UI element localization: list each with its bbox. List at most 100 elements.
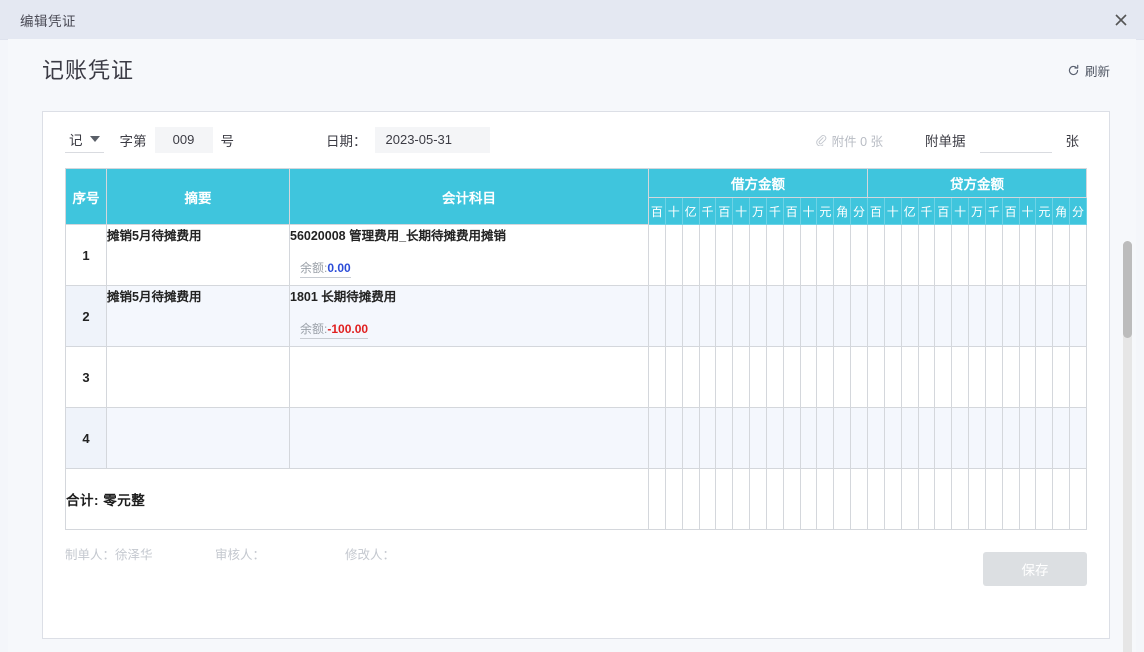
row-abstract[interactable]: 摊销5月待摊费用 bbox=[106, 285, 290, 347]
amount-cell-debit-10[interactable] bbox=[816, 407, 835, 469]
table-row[interactable]: 3 bbox=[65, 346, 1087, 408]
amount-cell-credit-5[interactable] bbox=[951, 224, 970, 286]
amount-cell-debit-2[interactable] bbox=[681, 407, 700, 469]
amount-cell-credit-2[interactable] bbox=[900, 346, 919, 408]
amount-cell-credit-9[interactable] bbox=[1018, 346, 1037, 408]
amount-cell-credit-3[interactable] bbox=[917, 407, 936, 469]
amount-cell-debit-4[interactable] bbox=[715, 407, 734, 469]
amount-cell-debit-6[interactable] bbox=[749, 285, 767, 347]
amount-cell-debit-8[interactable] bbox=[782, 285, 801, 347]
amount-cell-credit-1[interactable] bbox=[883, 407, 902, 469]
amount-cell-credit-9[interactable] bbox=[1018, 224, 1037, 286]
amount-cell-credit-1[interactable] bbox=[883, 346, 902, 408]
amount-cell-credit-11[interactable] bbox=[1052, 224, 1071, 286]
amount-cell-debit-11[interactable] bbox=[833, 224, 852, 286]
amount-cell-credit-12[interactable] bbox=[1069, 407, 1087, 469]
amount-cell-credit-2[interactable] bbox=[900, 285, 919, 347]
amount-cell-debit-5[interactable] bbox=[732, 407, 751, 469]
amount-cell-debit-0[interactable] bbox=[648, 224, 666, 286]
amount-cell-debit-0[interactable] bbox=[648, 407, 666, 469]
amount-cell-debit-4[interactable] bbox=[715, 346, 734, 408]
amount-cell-debit-0[interactable] bbox=[648, 346, 666, 408]
amount-cell-debit-11[interactable] bbox=[833, 346, 852, 408]
amount-cell-credit-7[interactable] bbox=[984, 407, 1003, 469]
amount-cell-debit-6[interactable] bbox=[749, 407, 767, 469]
amount-cell-credit-4[interactable] bbox=[934, 407, 953, 469]
amount-cell-debit-1[interactable] bbox=[664, 285, 683, 347]
amount-cell-credit-8[interactable] bbox=[1001, 407, 1020, 469]
amount-cell-debit-3[interactable] bbox=[698, 346, 717, 408]
table-row[interactable]: 2 摊销5月待摊费用 1801 长期待摊费用 余额:-100.00 bbox=[65, 285, 1087, 347]
save-button[interactable]: 保存 bbox=[983, 552, 1087, 586]
close-icon[interactable] bbox=[1112, 11, 1130, 29]
table-row[interactable]: 1 摊销5月待摊费用 56020008 管理费用_长期待摊费用摊销 余额:0.00 bbox=[65, 224, 1087, 286]
amount-cell-debit-3[interactable] bbox=[698, 285, 717, 347]
amount-cell-debit-0[interactable] bbox=[648, 285, 666, 347]
amount-cell-credit-1[interactable] bbox=[883, 224, 902, 286]
amount-cell-debit-4[interactable] bbox=[715, 285, 734, 347]
amount-cell-credit-0[interactable] bbox=[866, 407, 885, 469]
amount-cell-debit-8[interactable] bbox=[782, 224, 801, 286]
amount-cell-debit-3[interactable] bbox=[698, 224, 717, 286]
amount-cell-credit-8[interactable] bbox=[1001, 285, 1020, 347]
amount-cell-credit-6[interactable] bbox=[968, 346, 986, 408]
amount-cell-debit-12[interactable] bbox=[850, 346, 868, 408]
amount-cell-credit-0[interactable] bbox=[866, 346, 885, 408]
amount-cell-debit-2[interactable] bbox=[681, 285, 700, 347]
amount-cell-debit-8[interactable] bbox=[782, 346, 801, 408]
amount-cell-credit-8[interactable] bbox=[1001, 224, 1020, 286]
amount-cell-credit-5[interactable] bbox=[951, 285, 970, 347]
amount-cell-debit-10[interactable] bbox=[816, 285, 835, 347]
amount-cell-credit-11[interactable] bbox=[1052, 285, 1071, 347]
amount-cell-debit-1[interactable] bbox=[664, 346, 683, 408]
amount-cell-debit-1[interactable] bbox=[664, 407, 683, 469]
row-abstract[interactable] bbox=[106, 407, 290, 469]
amount-cell-debit-6[interactable] bbox=[749, 224, 767, 286]
amount-cell-debit-9[interactable] bbox=[799, 285, 818, 347]
row-abstract[interactable]: 摊销5月待摊费用 bbox=[106, 224, 290, 286]
amount-cell-credit-3[interactable] bbox=[917, 285, 936, 347]
amount-cell-debit-5[interactable] bbox=[732, 285, 751, 347]
amount-cell-credit-7[interactable] bbox=[984, 346, 1003, 408]
amount-cell-debit-7[interactable] bbox=[765, 346, 784, 408]
amount-cell-debit-2[interactable] bbox=[681, 346, 700, 408]
amount-cell-credit-11[interactable] bbox=[1052, 346, 1071, 408]
amount-cell-credit-0[interactable] bbox=[866, 224, 885, 286]
amount-cell-credit-2[interactable] bbox=[900, 224, 919, 286]
amount-cell-credit-0[interactable] bbox=[866, 285, 885, 347]
amount-cell-debit-8[interactable] bbox=[782, 407, 801, 469]
amount-cell-debit-7[interactable] bbox=[765, 285, 784, 347]
amount-cell-credit-12[interactable] bbox=[1069, 224, 1087, 286]
page-scrollbar-track[interactable] bbox=[1123, 39, 1134, 652]
amount-cell-debit-3[interactable] bbox=[698, 407, 717, 469]
amount-cell-credit-11[interactable] bbox=[1052, 407, 1071, 469]
amount-cell-credit-7[interactable] bbox=[984, 224, 1003, 286]
attachment-info[interactable]: 附件 0 张 bbox=[815, 131, 883, 150]
amount-cell-credit-2[interactable] bbox=[900, 407, 919, 469]
amount-cell-debit-9[interactable] bbox=[799, 407, 818, 469]
row-abstract[interactable] bbox=[106, 346, 290, 408]
amount-cell-credit-9[interactable] bbox=[1018, 407, 1037, 469]
amount-cell-credit-4[interactable] bbox=[934, 285, 953, 347]
page-scrollbar-rail[interactable] bbox=[1123, 241, 1132, 652]
amount-cell-debit-9[interactable] bbox=[799, 224, 818, 286]
amount-cell-credit-6[interactable] bbox=[968, 285, 986, 347]
amount-cell-credit-5[interactable] bbox=[951, 407, 970, 469]
amount-cell-credit-10[interactable] bbox=[1035, 346, 1054, 408]
voucher-number-input[interactable] bbox=[154, 127, 213, 153]
row-subject-cell[interactable] bbox=[289, 407, 649, 469]
amount-cell-credit-8[interactable] bbox=[1001, 346, 1020, 408]
amount-cell-credit-7[interactable] bbox=[984, 285, 1003, 347]
amount-cell-credit-4[interactable] bbox=[934, 346, 953, 408]
amount-cell-debit-4[interactable] bbox=[715, 224, 734, 286]
amount-cell-debit-12[interactable] bbox=[850, 224, 868, 286]
amount-cell-debit-9[interactable] bbox=[799, 346, 818, 408]
amount-cell-credit-10[interactable] bbox=[1035, 285, 1054, 347]
row-subject-cell[interactable]: 1801 长期待摊费用 余额:-100.00 bbox=[289, 285, 649, 347]
amount-cell-debit-10[interactable] bbox=[816, 224, 835, 286]
amount-cell-debit-1[interactable] bbox=[664, 224, 683, 286]
amount-cell-debit-6[interactable] bbox=[749, 346, 767, 408]
amount-cell-credit-4[interactable] bbox=[934, 224, 953, 286]
amount-cell-credit-6[interactable] bbox=[968, 407, 986, 469]
voucher-date-input[interactable] bbox=[374, 127, 490, 153]
